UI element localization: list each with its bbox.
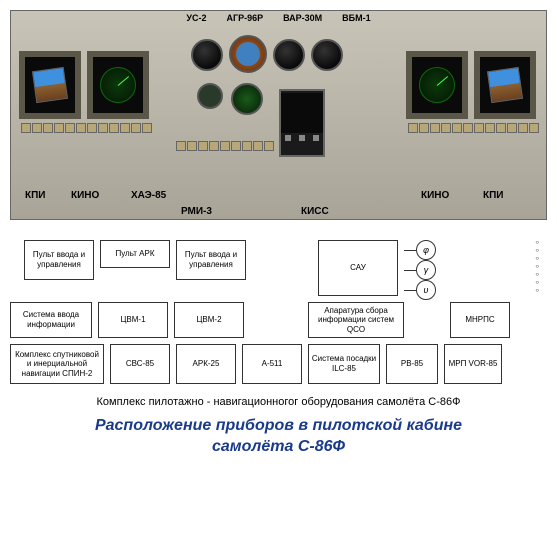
- block-info-input: Система ввода информации: [10, 302, 92, 338]
- block-sau: САУ: [318, 240, 398, 296]
- gauge-agr96r: [229, 35, 267, 73]
- label-kino-left: КИНО: [71, 190, 99, 201]
- block-spin2: Комплекс спутниковой и инерциальной нави…: [10, 344, 104, 384]
- button-row-center: [176, 141, 274, 151]
- radar-sweep-icon: [419, 67, 455, 103]
- label-us2: УС-2: [186, 13, 206, 23]
- block-svs85: СВС-85: [110, 344, 170, 384]
- label-kiss: КИСС: [301, 206, 329, 217]
- radar-sweep-icon: [100, 67, 136, 103]
- title-line-2: самолёта С-86Ф: [10, 437, 547, 458]
- gyro-gamma: γ: [416, 260, 436, 280]
- gauge-hae85: [197, 83, 223, 109]
- top-instrument-labels: УС-2 АГР-96Р ВАР-30М ВБМ-1: [11, 13, 546, 23]
- adi-horizon-icon: [32, 67, 68, 103]
- cockpit-panel: УС-2 АГР-96Р ВАР-30М ВБМ-1: [10, 10, 547, 220]
- block-ilc85: Система посадки ILC-85: [308, 344, 380, 384]
- label-hae85: ХАЭ-85: [131, 190, 166, 201]
- tick-marks: ○○○○○○○: [535, 240, 539, 294]
- label-agr96r: АГР-96Р: [226, 13, 263, 23]
- button-row-right: [408, 123, 539, 133]
- block-cvm1: ЦВМ-1: [98, 302, 168, 338]
- page-title: Расположение приборов в пилотской кабине…: [10, 416, 547, 458]
- button-row-left: [21, 123, 152, 133]
- gauge-rmi3: [231, 83, 263, 115]
- label-kino-right: КИНО: [421, 190, 449, 201]
- block-cvm2: ЦВМ-2: [174, 302, 244, 338]
- block-input-panel-2: Пульт ввода и управления: [176, 240, 246, 280]
- gauge-var30m: [273, 39, 305, 71]
- display-kino-left: [87, 51, 149, 119]
- block-diagram: ○○○○○○○ Пульт ввода и управления Пульт А…: [10, 240, 547, 384]
- label-kpi-left: КПИ: [25, 190, 45, 201]
- block-ark25: АРК-25: [176, 344, 236, 384]
- display-kpi-left: [19, 51, 81, 119]
- gyro-upsilon: υ: [416, 280, 436, 300]
- label-vbm1: ВБМ-1: [342, 13, 370, 23]
- display-kpi-right: [474, 51, 536, 119]
- block-ark-panel: Пульт АРК: [100, 240, 170, 268]
- gauge-vbm1: [311, 39, 343, 71]
- block-vor85: МРП VOR-85: [444, 344, 502, 384]
- gauge-us2: [191, 39, 223, 71]
- label-rmi3: РМИ-3: [181, 206, 212, 217]
- gyro-phi: φ: [416, 240, 436, 260]
- title-line-1: Расположение приборов в пилотской кабине: [10, 416, 547, 437]
- block-a511: А-511: [242, 344, 302, 384]
- block-rv85: РВ-85: [386, 344, 438, 384]
- block-input-panel-1: Пульт ввода и управления: [24, 240, 94, 280]
- diagram-caption: Комплекс пилотажно - навигационногог обо…: [10, 396, 547, 408]
- block-mnrps: МНРПС: [450, 302, 510, 338]
- kiss-panel: [279, 89, 325, 157]
- block-qco: Апаратура сбора информации систем QCO: [308, 302, 404, 338]
- label-var30m: ВАР-30М: [283, 13, 322, 23]
- adi-horizon-icon: [487, 67, 523, 103]
- label-kpi-right: КПИ: [483, 190, 503, 201]
- display-kino-right: [406, 51, 468, 119]
